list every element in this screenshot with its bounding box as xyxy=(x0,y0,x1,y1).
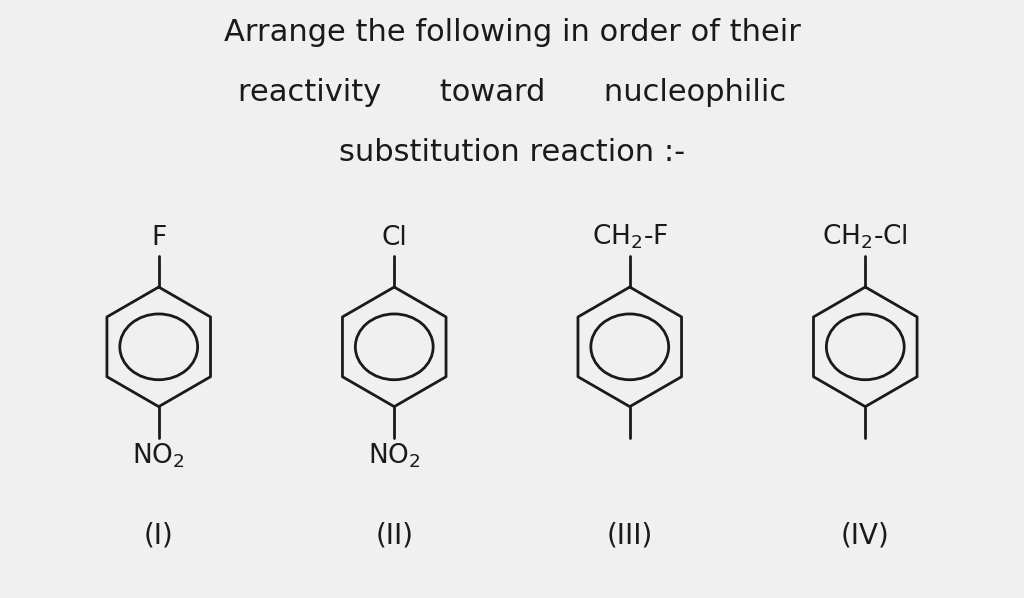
Text: (I): (I) xyxy=(143,521,174,550)
Text: (II): (II) xyxy=(375,521,414,550)
Text: CH$_{2}$-Cl: CH$_{2}$-Cl xyxy=(822,222,908,251)
Text: reactivity      toward      nucleophilic: reactivity toward nucleophilic xyxy=(238,78,786,106)
Text: NO$_{2}$: NO$_{2}$ xyxy=(132,441,185,470)
Text: Arrange the following in order of their: Arrange the following in order of their xyxy=(223,18,801,47)
Text: F: F xyxy=(152,225,166,251)
Text: substitution reaction :-: substitution reaction :- xyxy=(339,138,685,166)
Text: NO$_{2}$: NO$_{2}$ xyxy=(368,441,421,470)
Text: Cl: Cl xyxy=(381,225,408,251)
Text: CH$_{2}$-F: CH$_{2}$-F xyxy=(592,222,668,251)
Text: (III): (III) xyxy=(606,521,653,550)
Text: (IV): (IV) xyxy=(841,521,890,550)
